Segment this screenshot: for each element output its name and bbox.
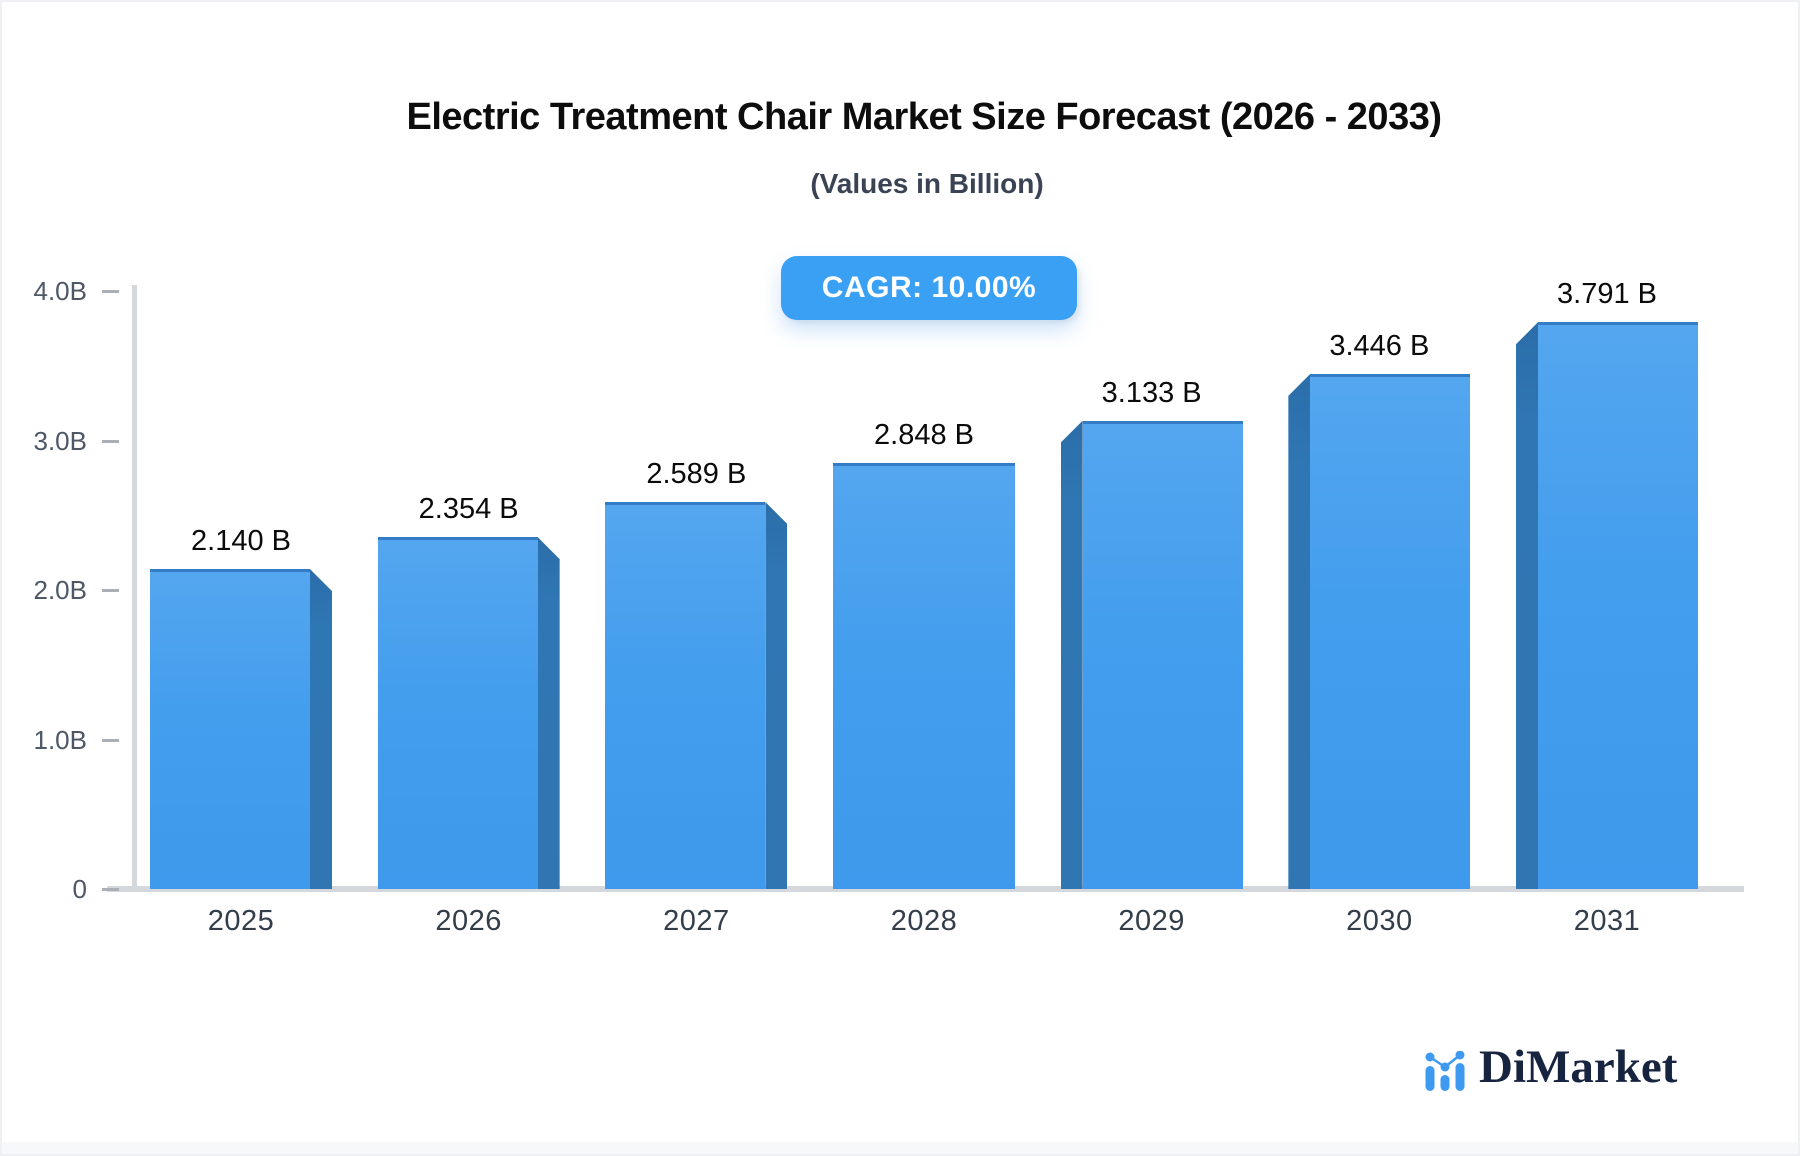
x-axis-label: 2027 (663, 905, 730, 937)
bar-value-label: 3.133 B (1101, 376, 1202, 409)
bar-side-face (537, 537, 560, 889)
y-axis-line (132, 285, 137, 892)
cagr-badge: CAGR: 10.00% (781, 256, 1077, 320)
chart-subtitle: (Values in Billion) (810, 168, 1044, 199)
bar-2029 (1060, 420, 1243, 889)
brand-name: DiMarket (1479, 1041, 1678, 1093)
mini-bar-chart-logo-icon (1425, 1051, 1465, 1091)
y-axis-tick-label: 3.0B (33, 425, 88, 456)
bar-2026 (377, 537, 560, 889)
bar-value-label: 3.446 B (1329, 329, 1430, 362)
bar-face (833, 463, 1015, 889)
bar-value-label: 2.589 B (646, 457, 747, 490)
bar-side-face (1060, 420, 1083, 889)
bar-face (605, 501, 766, 889)
bar-side-face (310, 569, 332, 889)
y-axis-tick-mark (102, 888, 119, 891)
y-axis-tick-label: 2.0B (33, 575, 88, 605)
x-axis-line (107, 886, 1744, 892)
y-axis-tick-mark (102, 439, 119, 443)
bar-2030 (1288, 373, 1471, 889)
bar-face (377, 537, 538, 889)
x-axis-label: 2029 (1118, 905, 1185, 937)
bar-face (1082, 420, 1243, 889)
x-axis-label: 2031 (1573, 905, 1641, 937)
x-axis-label: 2030 (1346, 905, 1413, 937)
bar-side-face (1516, 322, 1539, 889)
y-axis-tick-label: 0 (72, 874, 87, 904)
x-axis-label: 2025 (207, 905, 275, 937)
y-axis-tick-mark (102, 290, 119, 293)
x-axis-label: 2028 (890, 905, 958, 937)
page-bottom-strip (2, 1142, 1798, 1154)
bar-2027 (605, 501, 788, 889)
bar-face (1310, 373, 1471, 889)
bar-side-face (1288, 373, 1311, 889)
bar-2031 (1516, 322, 1699, 889)
bar-value-label: 2.848 B (874, 419, 974, 452)
y-axis-tick-label: 4.0B (33, 276, 88, 306)
brand-logo: DiMarket (1424, 1044, 1677, 1091)
bar-side-face (765, 501, 788, 889)
bar-value-label: 3.791 B (1557, 278, 1658, 311)
bar-value-label: 2.354 B (418, 493, 519, 526)
x-axis-label: 2026 (435, 905, 502, 937)
bar-2028 (833, 463, 1015, 889)
y-axis-tick-label: 1.0B (33, 724, 88, 755)
chart-title: Electric Treatment Chair Market Size For… (406, 96, 1442, 138)
y-axis-tick-mark (102, 589, 119, 592)
bar-value-label: 2.140 B (191, 525, 291, 558)
y-axis-tick-mark (102, 738, 119, 742)
bar-face (1538, 322, 1699, 889)
bar-2025 (150, 569, 332, 889)
bar-face (150, 569, 310, 889)
